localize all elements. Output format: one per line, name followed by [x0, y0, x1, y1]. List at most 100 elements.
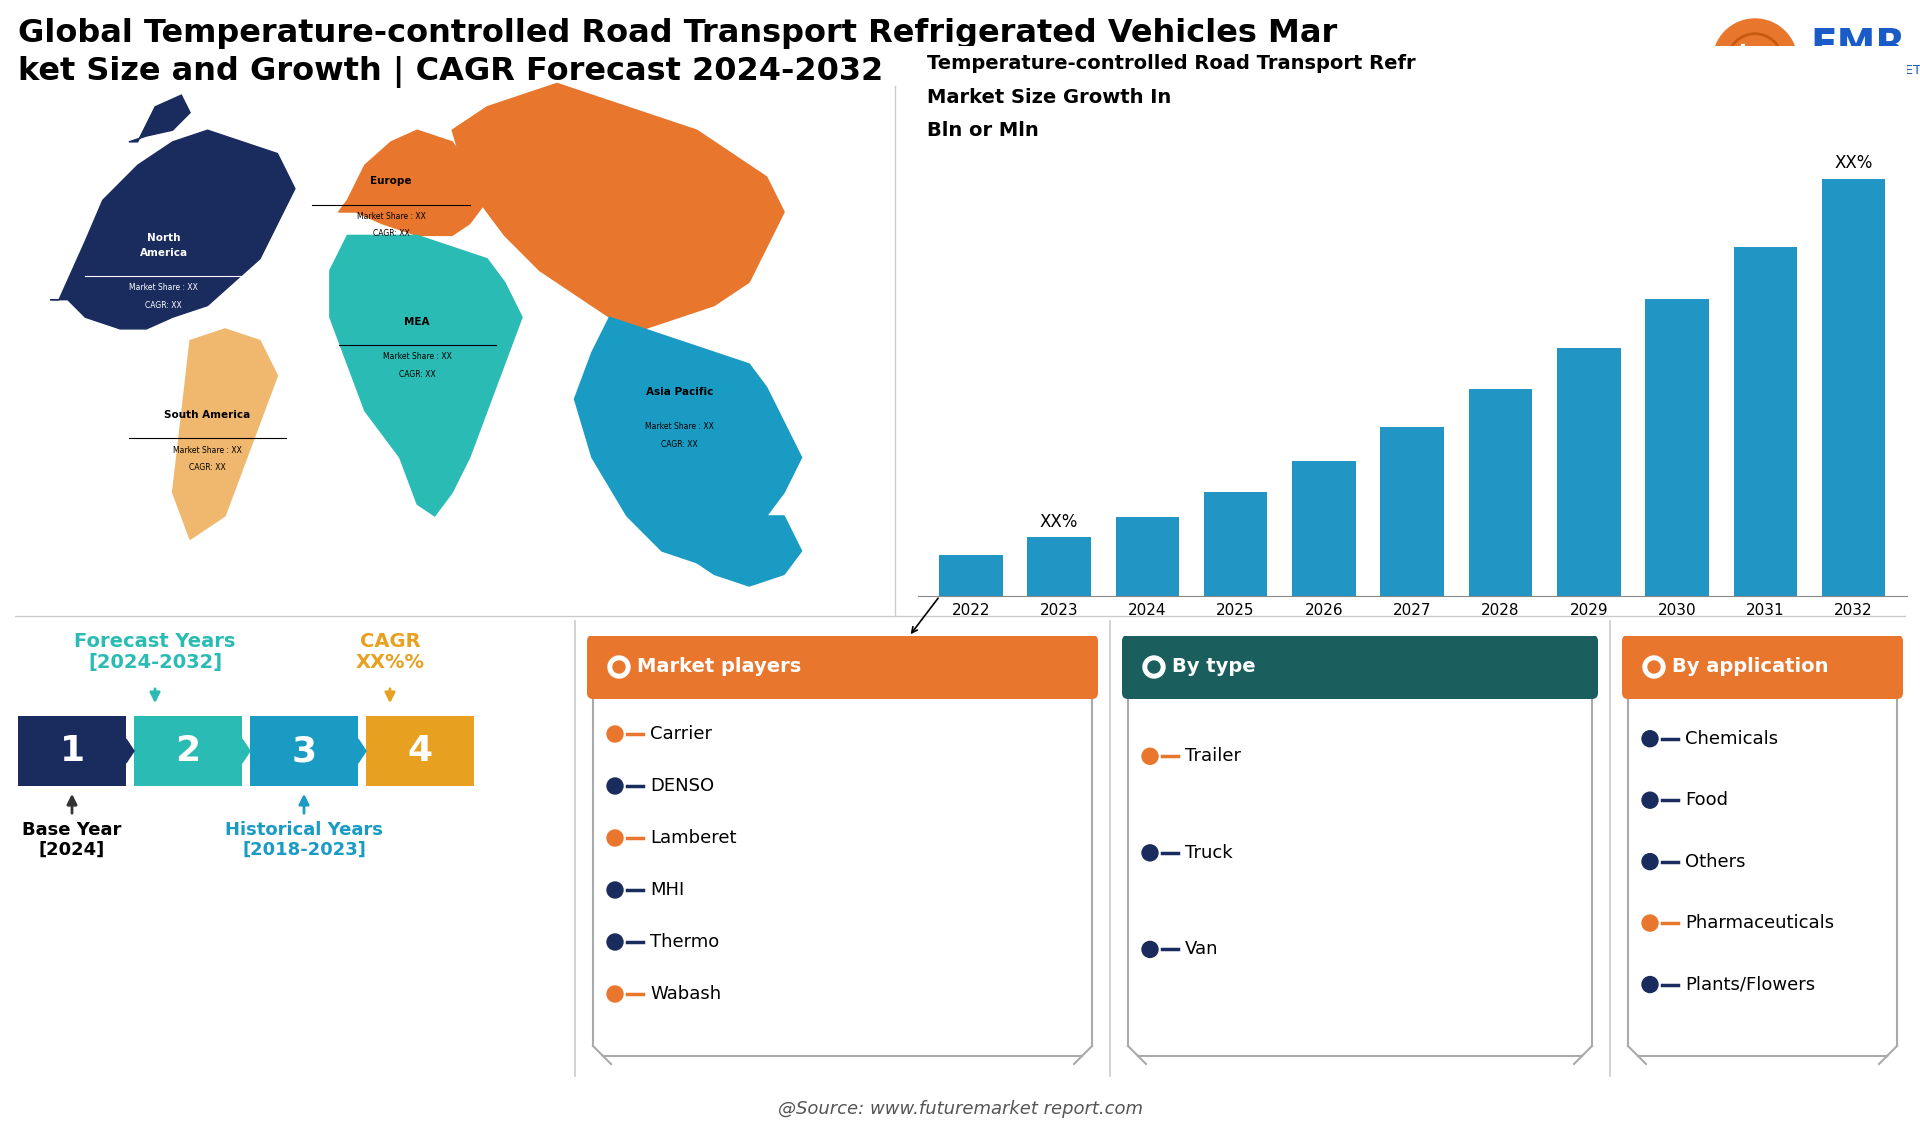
Text: [2024]: [2024] — [38, 841, 106, 860]
Text: America: America — [140, 248, 188, 258]
Text: XX%: XX% — [1041, 512, 1079, 531]
Circle shape — [607, 882, 622, 898]
Bar — [1469, 388, 1532, 596]
Bar — [1292, 461, 1356, 596]
Text: Thermo: Thermo — [651, 933, 720, 951]
Circle shape — [1642, 916, 1659, 931]
FancyBboxPatch shape — [1622, 635, 1903, 699]
Text: DENSO: DENSO — [651, 777, 714, 795]
Polygon shape — [680, 493, 803, 586]
Bar — [1822, 179, 1885, 596]
FancyBboxPatch shape — [367, 716, 474, 786]
Text: North: North — [148, 234, 180, 243]
Circle shape — [1142, 748, 1158, 764]
Text: Van: Van — [1185, 941, 1219, 958]
Bar — [939, 556, 1002, 596]
Circle shape — [1642, 792, 1659, 808]
Circle shape — [1642, 854, 1659, 870]
Text: XX%: XX% — [1834, 155, 1872, 172]
Bar — [1557, 348, 1620, 596]
Text: Forecast Years: Forecast Years — [75, 631, 236, 651]
Bar — [1380, 427, 1444, 596]
Text: Chemicals: Chemicals — [1686, 730, 1778, 747]
Text: By application: By application — [1672, 658, 1828, 676]
Circle shape — [1713, 19, 1797, 103]
FancyBboxPatch shape — [588, 635, 1098, 699]
Text: CAGR: XX: CAGR: XX — [190, 463, 227, 472]
Text: Market Size Growth In: Market Size Growth In — [927, 87, 1171, 107]
Polygon shape — [574, 317, 803, 563]
Circle shape — [1647, 661, 1661, 673]
FancyBboxPatch shape — [134, 716, 242, 786]
Text: Wabash: Wabash — [651, 986, 722, 1003]
Text: FMR: FMR — [1811, 28, 1905, 65]
Text: FUTURE MARKET REPORT: FUTURE MARKET REPORT — [1811, 64, 1920, 78]
Text: Market Share : XX: Market Share : XX — [357, 212, 426, 221]
Bar — [1027, 537, 1091, 596]
Circle shape — [1142, 941, 1158, 957]
Text: Truck: Truck — [1185, 843, 1233, 862]
Text: Plants/Flowers: Plants/Flowers — [1686, 975, 1814, 994]
Polygon shape — [338, 131, 488, 235]
Text: 1: 1 — [60, 733, 84, 768]
Text: 3: 3 — [292, 733, 317, 768]
Text: Market Share : XX: Market Share : XX — [645, 422, 714, 431]
Text: Others: Others — [1686, 853, 1745, 871]
Text: 4: 4 — [407, 733, 432, 768]
Bar — [1734, 246, 1797, 596]
Text: Pharmaceuticals: Pharmaceuticals — [1686, 915, 1834, 932]
Circle shape — [1644, 656, 1665, 678]
Text: Global Temperature-controlled Road Transport Refrigerated Vehicles Mar
ket Size : Global Temperature-controlled Road Trans… — [17, 18, 1336, 88]
Text: Asia Pacific: Asia Pacific — [645, 386, 712, 397]
Polygon shape — [453, 84, 783, 329]
Bar — [1204, 493, 1267, 596]
Polygon shape — [173, 329, 278, 540]
Text: Europe: Europe — [371, 176, 411, 187]
Text: CAGR: XX: CAGR: XX — [399, 370, 436, 378]
Text: CAGR: XX: CAGR: XX — [660, 440, 697, 449]
Polygon shape — [129, 95, 190, 142]
Text: Temperature-controlled Road Transport Refr: Temperature-controlled Road Transport Re… — [927, 54, 1415, 73]
Circle shape — [607, 986, 622, 1002]
Text: @Source: www.futuremarket report.com: @Source: www.futuremarket report.com — [778, 1100, 1142, 1118]
Circle shape — [1148, 661, 1160, 673]
Text: 2: 2 — [175, 733, 200, 768]
Text: Market Share : XX: Market Share : XX — [382, 352, 451, 361]
Bar — [1645, 299, 1709, 596]
Text: Trailer: Trailer — [1185, 747, 1240, 766]
Text: CAGR: XX: CAGR: XX — [372, 229, 409, 238]
Text: Market Share : XX: Market Share : XX — [173, 446, 242, 455]
Text: [2024-2032]: [2024-2032] — [88, 653, 223, 672]
Text: Carrier: Carrier — [651, 725, 712, 743]
Circle shape — [612, 661, 626, 673]
Circle shape — [609, 656, 630, 678]
Circle shape — [607, 778, 622, 794]
Circle shape — [1142, 656, 1165, 678]
Circle shape — [1142, 845, 1158, 861]
Text: Base Year: Base Year — [23, 821, 121, 839]
Circle shape — [607, 830, 622, 846]
Polygon shape — [127, 739, 134, 763]
Text: XX%%: XX%% — [355, 653, 424, 672]
FancyBboxPatch shape — [17, 716, 127, 786]
Circle shape — [1642, 976, 1659, 992]
Text: Historical Years: Historical Years — [225, 821, 382, 839]
Circle shape — [607, 934, 622, 950]
Text: MEA: MEA — [405, 316, 430, 327]
FancyBboxPatch shape — [250, 716, 357, 786]
Polygon shape — [330, 235, 522, 516]
FancyBboxPatch shape — [1121, 635, 1597, 699]
Text: MHI: MHI — [651, 881, 684, 898]
Text: CAGR: XX: CAGR: XX — [146, 301, 182, 311]
Text: South America: South America — [165, 410, 252, 421]
Polygon shape — [50, 131, 296, 329]
Text: Bln or Mln: Bln or Mln — [927, 120, 1039, 140]
Polygon shape — [357, 739, 367, 763]
Circle shape — [1642, 731, 1659, 747]
Text: Food: Food — [1686, 791, 1728, 809]
Text: Lamberet: Lamberet — [651, 829, 737, 847]
Bar — [1116, 517, 1179, 596]
Text: Market Share : XX: Market Share : XX — [129, 283, 198, 292]
Polygon shape — [242, 739, 250, 763]
Text: CAGR: CAGR — [359, 631, 420, 651]
